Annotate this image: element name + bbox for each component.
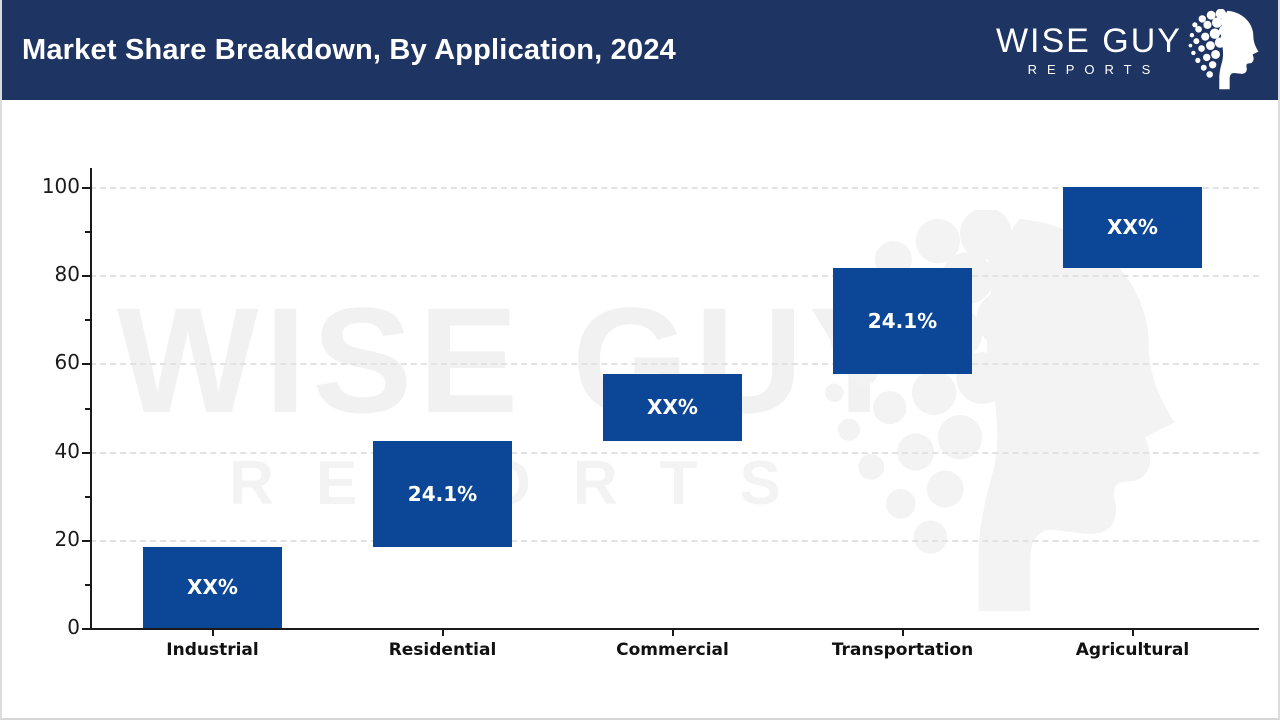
header-bar: Market Share Breakdown, By Application, … [2, 0, 1278, 100]
x-tick-industrial [211, 630, 214, 636]
y-minor-tick-90 [85, 231, 90, 234]
logo-wordmark: WISE GUY [995, 22, 1182, 60]
wise-guy-head-icon [1188, 9, 1259, 90]
bar-value-label: 24.1% [867, 308, 938, 333]
y-tick-label-100: 100 [41, 174, 80, 198]
chart-title: Market Share Breakdown, By Application, … [22, 33, 676, 66]
bar-value-label: XX% [1107, 215, 1158, 240]
x-category-label-commercial: Commercial [616, 640, 729, 660]
x-axis-line [90, 628, 1259, 630]
gridline-y60 [90, 363, 1259, 366]
y-minor-tick-30 [85, 495, 90, 498]
y-tick-0 [82, 628, 90, 630]
y-tick-label-40: 40 [54, 438, 80, 463]
y-minor-tick-10 [85, 583, 90, 586]
y-tick-100 [82, 187, 90, 189]
watermark-text: WISE GUY REPORTS [117, 276, 916, 518]
gridline-y40 [90, 451, 1259, 454]
bar-segment-residential [373, 440, 512, 547]
x-category-label-industrial: Industrial [166, 640, 259, 660]
y-minor-tick-50 [85, 407, 90, 410]
logo-subtext: REPORTS [1027, 62, 1161, 77]
chart-canvas: WISE GUY REPORTS 0 20 40 60 80 100 XX% Industri… [2, 100, 1278, 718]
y-tick-40 [82, 451, 90, 454]
gridline-y20 [90, 539, 1259, 542]
bar-value-label: XX% [187, 575, 238, 600]
y-tick-label-20: 20 [54, 526, 80, 551]
x-tick-transportation [901, 630, 904, 636]
y-axis-line [90, 168, 92, 630]
x-category-label-agricultural: Agricultural [1075, 640, 1190, 660]
x-tick-commercial [671, 630, 674, 636]
y-tick-60 [82, 363, 90, 366]
bar-segment-commercial [603, 373, 742, 441]
gridline-y80 [90, 275, 1259, 278]
wise-guy-logo: WISE GUY REPORTS [996, 9, 1260, 91]
x-tick-agricultural [1131, 630, 1134, 636]
x-category-label-transportation: Transportation [831, 640, 974, 660]
y-tick-label-0: 0 [67, 615, 80, 639]
y-tick-label-60: 60 [54, 350, 80, 375]
y-tick-80 [82, 275, 90, 278]
y-tick-20 [82, 539, 90, 542]
gridline-y100 [90, 187, 1259, 189]
bar-value-label: XX% [647, 395, 698, 420]
bar-segment-industrial [143, 546, 282, 628]
bar-value-label: 24.1% [407, 481, 478, 506]
y-tick-label-80: 80 [54, 262, 80, 287]
y-minor-tick-70 [85, 319, 90, 322]
x-tick-residential [441, 630, 444, 636]
x-category-label-residential: Residential [388, 640, 497, 660]
